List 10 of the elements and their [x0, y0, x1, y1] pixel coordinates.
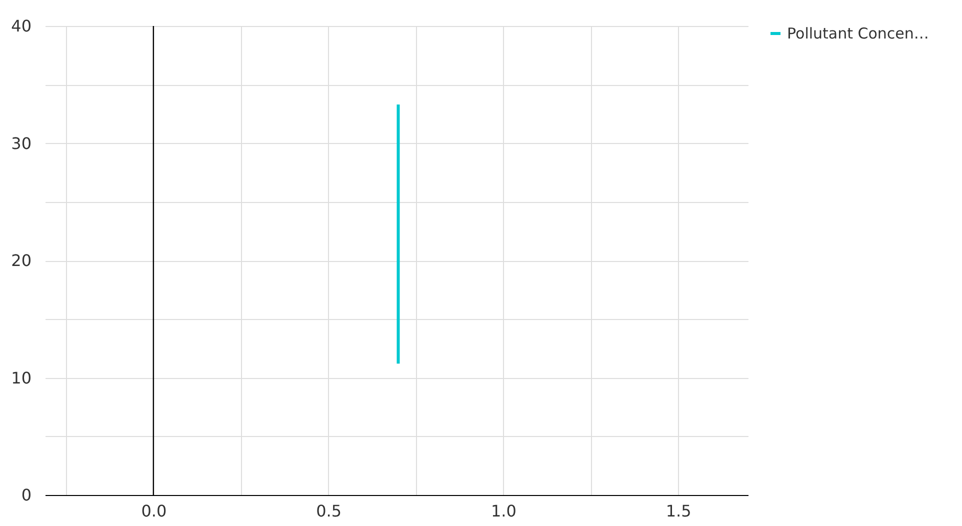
- x-tick-label: 0.0: [141, 502, 167, 520]
- y-tick-label: 20: [11, 251, 32, 270]
- y-tick-label: 30: [11, 134, 32, 153]
- y-tick-label: 10: [11, 368, 32, 388]
- x-tick-label: 0.5: [316, 502, 342, 520]
- x-tick-label: 1.5: [666, 502, 692, 520]
- y-tick-label: 40: [11, 16, 32, 36]
- legend-label: Pollutant Concen…: [787, 24, 929, 42]
- x-tick-label: 1.0: [490, 502, 516, 520]
- y-tick-label: 0: [21, 486, 32, 504]
